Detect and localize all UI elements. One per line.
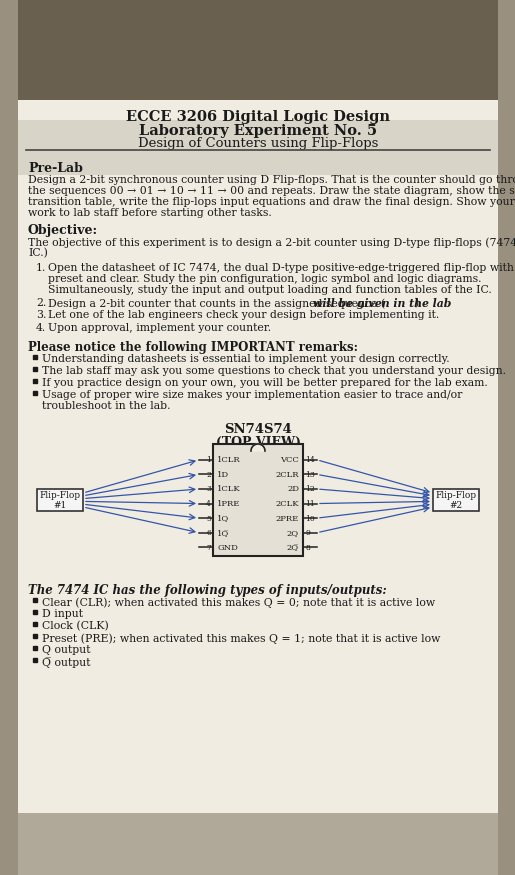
Text: 1Q: 1Q [217,514,229,522]
Text: work to lab staff before starting other tasks.: work to lab staff before starting other … [28,208,272,218]
Text: #1: #1 [54,500,66,509]
Text: the sequences 00 → 01 → 10 → 11 → 00 and repeats. Draw the state diagram, show t: the sequences 00 → 01 → 10 → 11 → 00 and… [28,186,515,196]
Text: Q output: Q output [42,645,91,655]
Text: troubleshoot in the lab.: troubleshoot in the lab. [42,401,170,411]
Bar [18,120,498,175]
Text: Design of Counters using Flip-Flops: Design of Counters using Flip-Flops [138,137,378,150]
Text: 2.: 2. [36,298,46,308]
Text: The 7474 IC has the following types of inputs/outputs:: The 7474 IC has the following types of i… [28,584,387,597]
Text: Simultaneously, study the input and output loading and function tables of the IC: Simultaneously, study the input and outp… [48,285,492,295]
Text: 10: 10 [305,514,315,522]
Text: preset and clear. Study the pin configuration, logic symbol and logic diagrams.: preset and clear. Study the pin configur… [48,274,482,284]
Bar [37,489,83,511]
Text: Let one of the lab engineers check your design before implementing it.: Let one of the lab engineers check your … [48,310,439,320]
Text: (TOP VIEW): (TOP VIEW) [215,436,300,449]
Polygon shape [251,444,265,451]
Text: 1.: 1. [36,263,46,273]
Text: 11: 11 [305,500,315,508]
Text: Clock (CLK): Clock (CLK) [42,621,109,632]
Bar [0,813,515,875]
Text: 14: 14 [305,457,315,465]
Text: Design a 2-bit counter that counts in the assigned sequence (: Design a 2-bit counter that counts in th… [48,298,385,309]
Text: The objective of this experiment is to design a 2-bit counter using D-type flip-: The objective of this experiment is to d… [28,237,515,248]
Text: GND: GND [217,543,238,552]
Text: The lab staff may ask you some questions to check that you understand your desig: The lab staff may ask you some questions… [42,366,506,376]
Text: 2D: 2D [287,486,299,493]
Text: 12: 12 [305,486,315,493]
Text: 2Q: 2Q [287,529,299,537]
Bar [498,0,515,875]
Text: 1PRE: 1PRE [217,500,241,508]
Text: Flip-Flop: Flip-Flop [40,491,80,500]
Bar [213,444,303,556]
Text: Q̅ output: Q̅ output [42,657,91,668]
Text: 1Q̅: 1Q̅ [217,529,229,537]
Text: D input: D input [42,609,83,619]
Text: 1: 1 [206,457,211,465]
Text: ECCE 3206 Digital Logic Design: ECCE 3206 Digital Logic Design [126,110,390,124]
Text: Upon approval, implement your counter.: Upon approval, implement your counter. [48,323,271,333]
Bar [0,0,515,100]
Bar [18,100,498,813]
Bar [0,0,18,875]
Text: 4: 4 [206,500,211,508]
Text: Understanding datasheets is essential to implement your design correctly.: Understanding datasheets is essential to… [42,354,450,364]
Text: Objective:: Objective: [28,224,98,237]
Text: Laboratory Experiment No. 5: Laboratory Experiment No. 5 [139,124,377,138]
Text: IC.): IC.) [28,248,48,258]
Text: 2PRE: 2PRE [276,514,299,522]
Text: 9: 9 [305,529,310,537]
Text: Clear (CLR); when activated this makes Q = 0; note that it is active low: Clear (CLR); when activated this makes Q… [42,597,435,607]
Text: 4.: 4. [36,323,46,333]
Text: Open the datasheet of IC 7474, the dual D-type positive-edge-triggered flip-flop: Open the datasheet of IC 7474, the dual … [48,263,514,273]
Text: will be given in the lab: will be given in the lab [313,298,452,309]
Text: 3: 3 [206,486,211,493]
Text: 2CLK: 2CLK [276,500,299,508]
Text: 13: 13 [305,471,315,479]
Text: If you practice design on your own, you will be better prepared for the lab exam: If you practice design on your own, you … [42,378,488,388]
Text: transition table, write the flip-lops input equations and draw the final design.: transition table, write the flip-lops in… [28,197,515,207]
Text: 8: 8 [305,543,310,552]
Text: VCC: VCC [280,457,299,465]
Text: #2: #2 [450,500,462,509]
Text: Please notice the following IMPORTANT remarks:: Please notice the following IMPORTANT re… [28,341,358,354]
Text: 2CLR: 2CLR [276,471,299,479]
Text: Design a 2-bit synchronous counter using D Flip-flops. That is the counter shoul: Design a 2-bit synchronous counter using… [28,175,515,185]
Text: 2Q̅: 2Q̅ [287,543,299,552]
Text: Flip-Flop: Flip-Flop [436,491,476,500]
Text: 5: 5 [206,514,211,522]
Bar [433,489,479,511]
Text: Preset (PRE); when activated this makes Q = 1; note that it is active low: Preset (PRE); when activated this makes … [42,633,440,644]
Text: Pre-Lab: Pre-Lab [28,162,83,175]
Text: 3.: 3. [36,310,46,320]
Text: 2: 2 [206,471,211,479]
Text: Usage of proper wire size makes your implementation easier to trace and/or: Usage of proper wire size makes your imp… [42,390,462,400]
Text: 7: 7 [206,543,211,552]
Text: 1CLR: 1CLR [217,457,241,465]
Text: 6: 6 [206,529,211,537]
Text: ).: ). [414,298,422,308]
Text: SN74S74: SN74S74 [224,423,292,436]
Text: 1D: 1D [217,471,229,479]
Text: 1CLK: 1CLK [217,486,241,493]
